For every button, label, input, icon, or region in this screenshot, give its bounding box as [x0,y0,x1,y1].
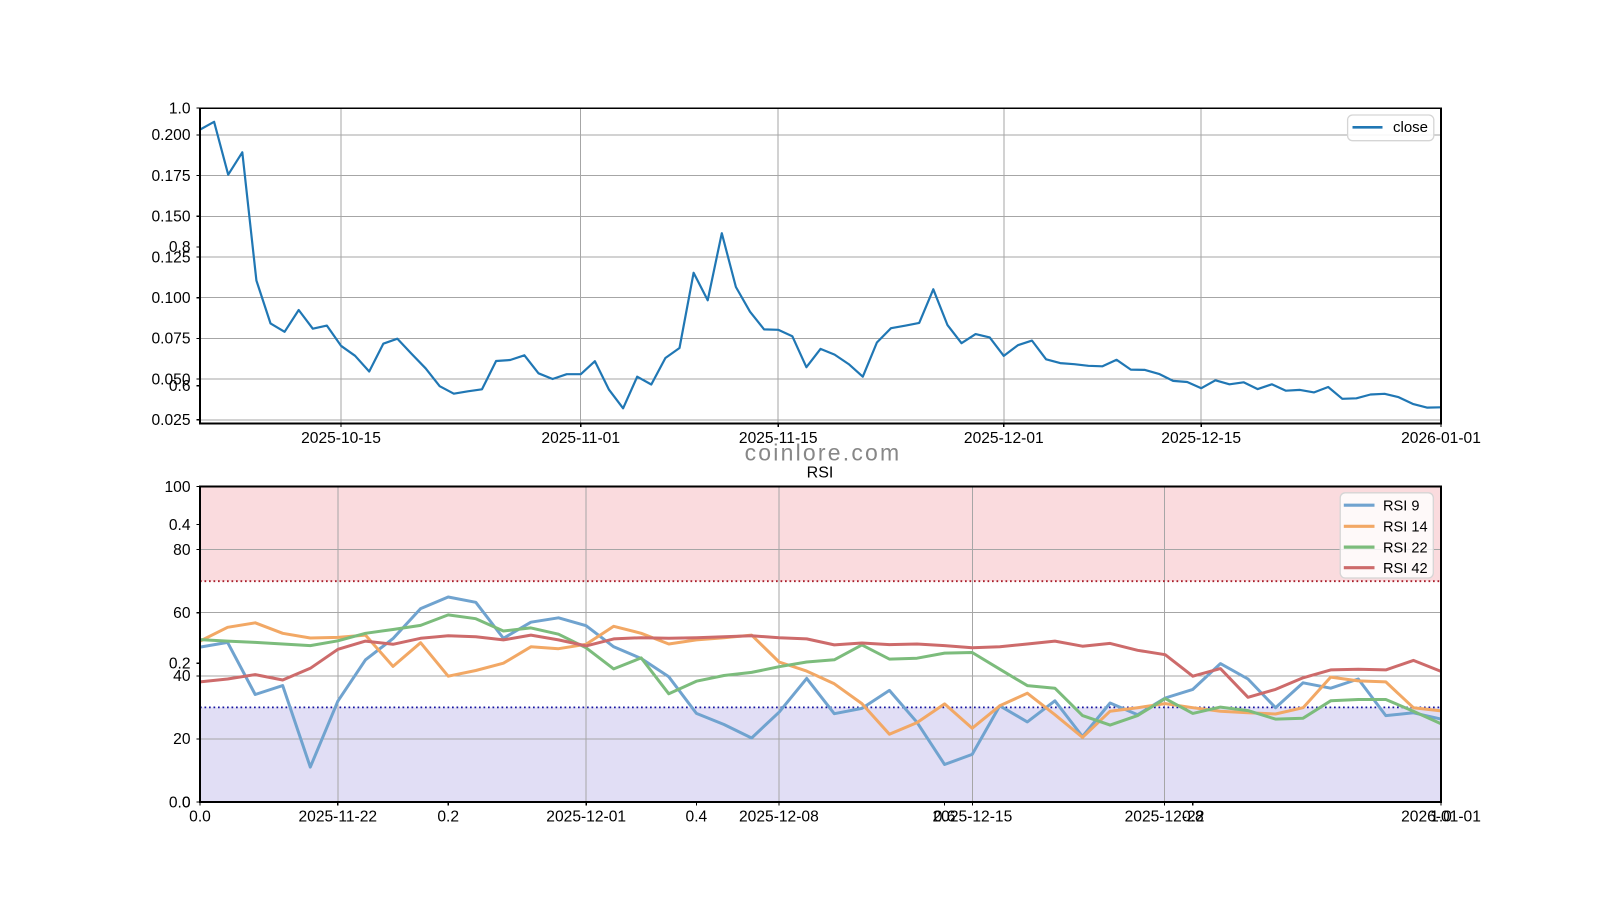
svg-text:2026-01-01: 2026-01-01 [1401,809,1481,826]
svg-text:2025-12-01: 2025-12-01 [964,430,1044,447]
svg-text:2025-12-22: 2025-12-22 [1125,809,1205,826]
svg-text:0: 0 [182,794,191,811]
svg-text:0.6: 0.6 [934,809,956,826]
svg-text:0.050: 0.050 [151,371,190,388]
svg-text:RSI 42: RSI 42 [1383,561,1428,577]
svg-text:0.200: 0.200 [151,127,190,144]
svg-text:0.175: 0.175 [151,168,190,185]
svg-text:0.2: 0.2 [437,809,459,826]
svg-text:60: 60 [173,605,191,622]
svg-text:RSI 9: RSI 9 [1383,498,1420,514]
svg-text:0.0: 0.0 [189,809,211,826]
svg-text:2025-10-15: 2025-10-15 [301,430,381,447]
svg-text:RSI 14: RSI 14 [1383,520,1428,536]
svg-text:0.0: 0.0 [169,794,191,811]
svg-text:0.8: 0.8 [1182,809,1204,826]
svg-text:0.100: 0.100 [151,290,190,307]
svg-text:0.2: 0.2 [169,656,191,673]
svg-text:100: 100 [164,479,190,496]
svg-text:0.4: 0.4 [686,809,708,826]
svg-text:40: 40 [173,668,191,685]
svg-text:coinlore.com: coinlore.com [745,440,902,466]
svg-text:1.0: 1.0 [1430,809,1452,826]
svg-text:close: close [1393,119,1428,136]
svg-text:0.8: 0.8 [169,239,191,256]
svg-text:2025-12-15: 2025-12-15 [1161,430,1241,447]
svg-text:RSI 22: RSI 22 [1383,540,1428,556]
svg-text:2025-11-15: 2025-11-15 [739,430,818,447]
svg-text:80: 80 [173,542,191,559]
svg-text:0.125: 0.125 [151,249,190,266]
svg-text:2026-01-01: 2026-01-01 [1401,430,1481,447]
svg-text:0.075: 0.075 [151,331,190,348]
svg-text:2025-12-15: 2025-12-15 [933,809,1013,826]
svg-text:0.4: 0.4 [169,517,191,534]
svg-text:2025-12-08: 2025-12-08 [739,809,819,826]
svg-text:2025-11-01: 2025-11-01 [541,430,620,447]
svg-text:0.6: 0.6 [169,378,191,395]
svg-text:0.150: 0.150 [151,209,190,226]
svg-text:20: 20 [173,731,191,748]
svg-text:RSI: RSI [807,465,834,482]
svg-text:0.025: 0.025 [151,412,190,429]
svg-text:2025-12-01: 2025-12-01 [546,809,626,826]
svg-text:2025-11-22: 2025-11-22 [298,809,377,826]
svg-text:1.0: 1.0 [169,100,191,117]
